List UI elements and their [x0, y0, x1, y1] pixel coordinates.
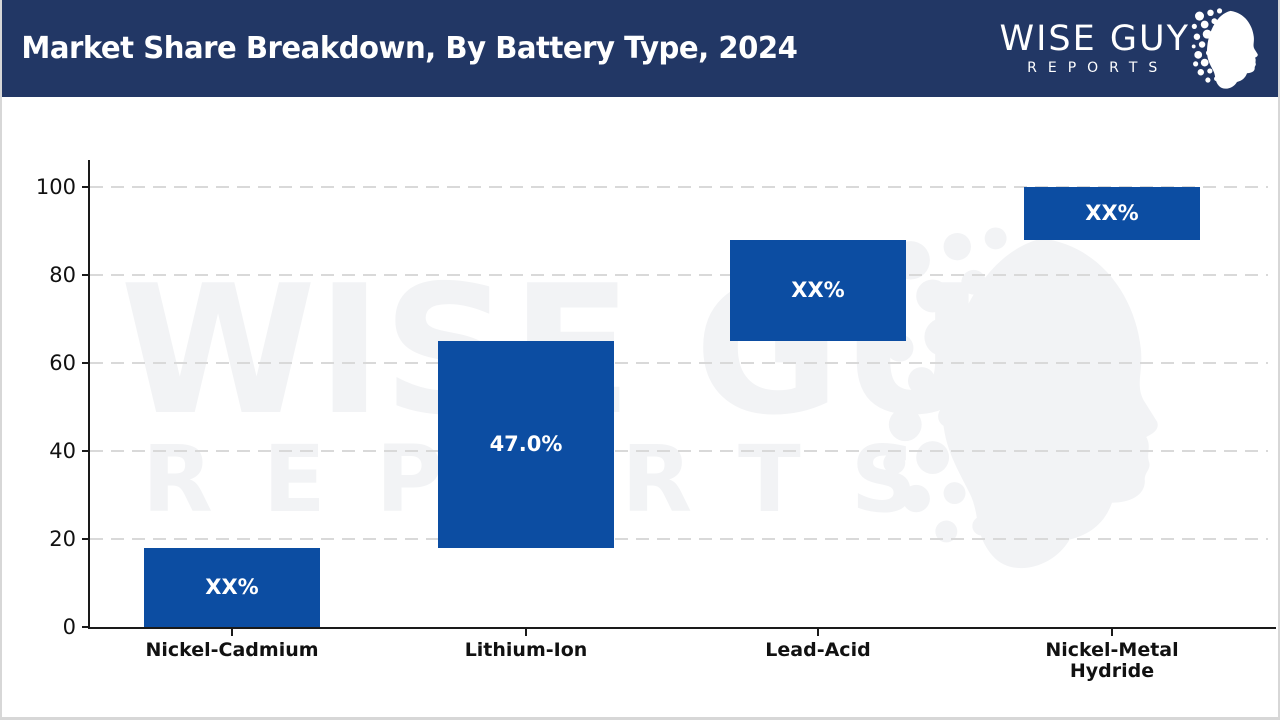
y-tick-mark-40 — [82, 450, 90, 452]
y-tick-mark-100 — [82, 186, 90, 188]
y-tick-mark-0 — [82, 626, 90, 628]
y-tick-label-80: 80 — [49, 263, 76, 287]
bar-label-lithium-ion: 47.0% — [489, 432, 563, 457]
gridline-100 — [90, 186, 1268, 188]
y-tick-mark-80 — [82, 274, 90, 276]
x-category-label-nickel-metal-hydride: Nickel-Metal Hydride — [1045, 639, 1179, 682]
brand-logo: WISE GUY REPORTS — [999, 7, 1278, 91]
bar-label-nickel-cadmium: XX% — [205, 575, 259, 600]
y-tick-mark-20 — [82, 538, 90, 540]
brand-head-icon — [1191, 7, 1258, 89]
brand-logo-text: WISE GUY REPORTS — [999, 21, 1190, 77]
bar-nickel-metal-hydride: XX% — [1024, 187, 1200, 240]
bar-lead-acid: XX% — [730, 239, 906, 341]
x-tick-mark-lithium-ion — [525, 629, 527, 636]
bar-nickel-cadmium: XX% — [144, 547, 320, 627]
x-axis-line — [88, 627, 1276, 629]
page-title: Market Share Breakdown, By Battery Type,… — [21, 31, 798, 66]
y-tick-label-20: 20 — [49, 527, 76, 551]
brand-logo-line1: WISE GUY — [999, 18, 1190, 59]
bar-lithium-ion: 47.0% — [438, 341, 614, 548]
y-tick-label-40: 40 — [49, 439, 76, 463]
gridline-60 — [90, 362, 1268, 364]
bar-label-nickel-metal-hydride: XX% — [1085, 201, 1139, 226]
y-tick-label-100: 100 — [35, 175, 76, 199]
x-category-label-nickel-cadmium: Nickel-Cadmium — [145, 639, 319, 661]
x-tick-mark-lead-acid — [817, 629, 819, 636]
x-tick-mark-nickel-cadmium — [231, 629, 233, 636]
y-tick-label-0: 0 — [62, 615, 76, 639]
y-tick-label-60: 60 — [49, 351, 76, 375]
x-category-label-lithium-ion: Lithium-Ion — [464, 639, 588, 661]
bar-label-lead-acid: XX% — [791, 278, 845, 303]
gridline-80 — [90, 274, 1268, 276]
y-axis-line — [88, 160, 90, 629]
gridline-20 — [90, 538, 1268, 540]
y-tick-mark-60 — [82, 362, 90, 364]
x-category-label-lead-acid: Lead-Acid — [765, 639, 871, 661]
brand-logo-line2: REPORTS — [1027, 59, 1169, 76]
x-tick-mark-nickel-metal-hydride — [1111, 629, 1113, 636]
header-bar: Market Share Breakdown, By Battery Type,… — [2, 0, 1278, 97]
gridline-40 — [90, 450, 1268, 452]
